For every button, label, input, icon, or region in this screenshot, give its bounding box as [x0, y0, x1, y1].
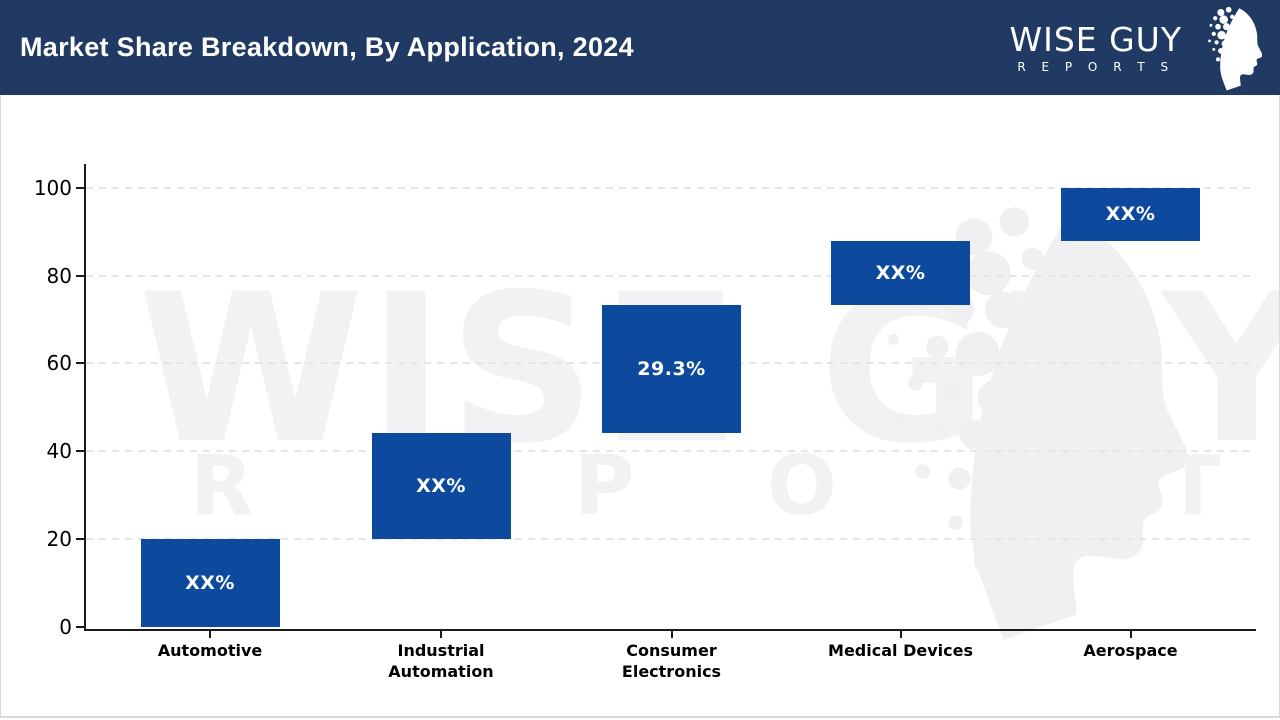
- x-category-label-consumer-electronics: Consumer Electronics: [552, 640, 792, 682]
- header-bar: Market Share Breakdown, By Application, …: [0, 0, 1280, 95]
- y-tick-label-60: 60: [46, 351, 72, 376]
- gridline-y-80: [86, 274, 1256, 277]
- x-category-label-line: Consumer: [626, 641, 717, 660]
- brand-name: WISE GUY: [1009, 19, 1182, 59]
- y-tick-mark-40: [76, 450, 84, 453]
- gridline-y-20: [86, 538, 1256, 541]
- x-category-label-automotive: Automotive: [90, 640, 330, 661]
- x-tick-mark-1: [209, 631, 211, 638]
- brand-tagline: R E P O R T S: [1017, 59, 1175, 74]
- bar-value-label: XX%: [1105, 203, 1156, 226]
- x-category-label-line: Automation: [388, 662, 494, 681]
- y-tick-label-100: 100: [33, 175, 72, 200]
- x-category-label-line: Automotive: [157, 641, 263, 660]
- y-axis-line: [84, 164, 86, 631]
- x-tick-mark-2: [440, 631, 442, 638]
- x-tick-mark-4: [899, 631, 902, 638]
- y-tick-mark-80: [76, 274, 84, 277]
- gridline-y-100: [86, 186, 1256, 189]
- x-category-label-line: Aerospace: [1083, 641, 1178, 660]
- page-left-border: [0, 95, 1, 717]
- y-tick-mark-100: [76, 186, 84, 189]
- x-category-label-industrial-automation: Industrial Automation: [321, 640, 561, 682]
- x-category-label-line: Medical Devices: [828, 641, 973, 660]
- page-title: Market Share Breakdown, By Application, …: [20, 32, 634, 62]
- bar-value-label: XX%: [875, 261, 926, 284]
- y-tick-mark-0: [76, 626, 84, 628]
- page-bottom-border: [0, 716, 1280, 718]
- y-tick-label-40: 40: [46, 439, 72, 464]
- x-category-label-medical-devices: Medical Devices: [781, 640, 1021, 661]
- y-tick-label-0: 0: [59, 615, 72, 639]
- y-tick-mark-20: [76, 538, 84, 541]
- y-tick-label-20: 20: [46, 527, 72, 552]
- bar-automotive: XX%: [140, 539, 280, 627]
- x-tick-mark-5: [1129, 631, 1132, 638]
- x-category-label-line: Electronics: [621, 662, 722, 681]
- x-tick-mark-3: [670, 631, 673, 638]
- bar-industrial-automation: XX%: [371, 433, 511, 540]
- bar-aerospace: XX%: [1061, 187, 1200, 241]
- bar-medical-devices: XX%: [831, 240, 970, 305]
- bar-consumer-electronics: 29.3%: [602, 304, 741, 434]
- brand-logo-text: WISE GUY R E P O R T S: [1009, 23, 1182, 73]
- gridline-y-40: [86, 450, 1256, 453]
- bar-value-label: XX%: [185, 572, 235, 595]
- y-tick-label-80: 80: [46, 263, 72, 288]
- brand-face-icon: [1208, 6, 1262, 91]
- brand-logo: WISE GUY R E P O R T S: [1009, 5, 1262, 91]
- bar-value-label: XX%: [416, 475, 466, 498]
- bar-value-label: 29.3%: [637, 357, 706, 380]
- x-category-label-aerospace: Aerospace: [1011, 640, 1251, 661]
- x-axis-line: [84, 629, 1256, 631]
- y-tick-mark-60: [76, 362, 84, 365]
- x-category-label-line: Industrial: [397, 641, 485, 660]
